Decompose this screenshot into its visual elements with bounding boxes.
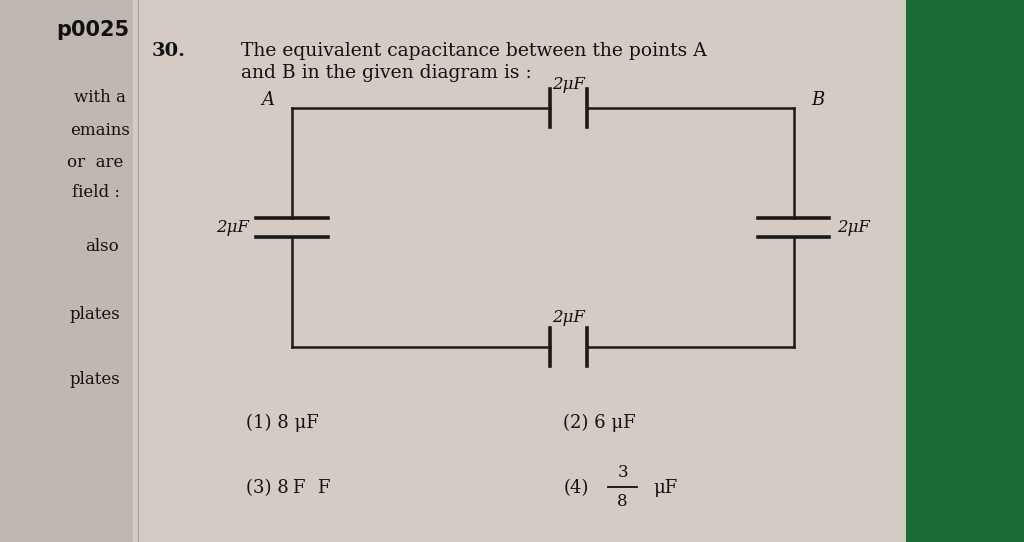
Text: emains: emains bbox=[70, 121, 129, 139]
Text: 3: 3 bbox=[617, 464, 628, 481]
Text: B: B bbox=[811, 91, 824, 109]
Text: also: also bbox=[85, 238, 119, 255]
Text: A: A bbox=[261, 91, 274, 109]
Text: or  are: or are bbox=[67, 154, 123, 171]
Text: (3) 8: (3) 8 bbox=[246, 479, 289, 497]
Text: (2) 6 μF: (2) 6 μF bbox=[563, 414, 636, 432]
Text: p0025: p0025 bbox=[56, 20, 129, 40]
Text: F: F bbox=[317, 479, 330, 497]
Text: plates: plates bbox=[70, 371, 121, 388]
Text: μF: μF bbox=[653, 479, 678, 497]
Text: field :: field : bbox=[72, 184, 120, 201]
Text: 2μF: 2μF bbox=[552, 75, 585, 93]
FancyBboxPatch shape bbox=[0, 0, 133, 542]
Text: The equivalent capacitance between the points A: The equivalent capacitance between the p… bbox=[241, 42, 707, 61]
Text: 30.: 30. bbox=[152, 42, 185, 61]
FancyBboxPatch shape bbox=[906, 0, 1024, 542]
Text: F: F bbox=[292, 479, 304, 497]
Text: (1) 8 μF: (1) 8 μF bbox=[246, 414, 318, 432]
Text: and B in the given diagram is :: and B in the given diagram is : bbox=[241, 64, 531, 82]
Text: (4): (4) bbox=[563, 479, 589, 497]
Text: 2μF: 2μF bbox=[216, 219, 249, 236]
Text: 2μF: 2μF bbox=[552, 308, 585, 326]
Text: 2μF: 2μF bbox=[837, 219, 869, 236]
Text: plates: plates bbox=[70, 306, 121, 323]
Text: 8: 8 bbox=[617, 493, 628, 510]
Text: with a: with a bbox=[74, 89, 126, 106]
